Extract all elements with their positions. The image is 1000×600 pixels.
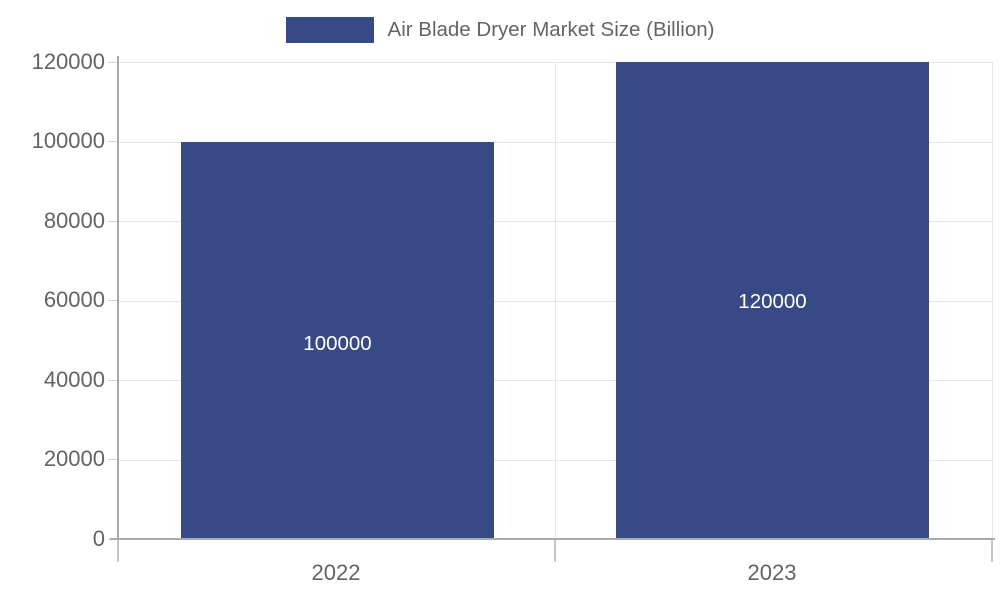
y-tick-mark-100000 [108, 141, 118, 142]
legend-item-label: Air Blade Dryer Market Size (Billion) [387, 17, 715, 41]
y-tick-label-120000: 120000 [31, 49, 105, 74]
x-tick-label-2022: 2022 [311, 560, 361, 585]
chart-legend: Air Blade Dryer Market Size (Billion) [0, 12, 1000, 48]
x-tick-mark-start [117, 540, 119, 562]
x-tick-mark-end [991, 540, 993, 562]
bar-2022[interactable] [181, 142, 494, 539]
y-tick-label-20000: 20000 [43, 446, 105, 471]
plot-area: 100000 120000 [118, 62, 993, 539]
y-tick-mark-120000 [108, 62, 118, 63]
y-tick-label-80000: 80000 [43, 208, 105, 233]
y-tick-label-0: 0 [92, 526, 105, 551]
y-tick-label-100000: 100000 [31, 128, 105, 153]
plot-right-border [992, 62, 993, 539]
y-tick-mark-20000 [108, 459, 118, 460]
y-tick-mark-80000 [108, 221, 118, 222]
x-axis-line [110, 538, 995, 540]
x-tick-label-2023: 2023 [747, 560, 797, 585]
bar-2023[interactable] [616, 62, 929, 539]
bar-value-label-2022: 100000 [303, 331, 372, 355]
y-axis-tick-labels: 120000 100000 80000 60000 40000 20000 0 [0, 0, 105, 600]
y-tick-label-60000: 60000 [43, 287, 105, 312]
legend-color-swatch-icon [285, 17, 374, 43]
y-tick-mark-40000 [108, 380, 118, 381]
legend-item-air-blade-dryer-market-size[interactable]: Air Blade Dryer Market Size (Billion) [285, 17, 715, 43]
gridline-category-divider [555, 62, 556, 539]
y-tick-mark-60000 [108, 300, 118, 301]
x-tick-mark-divider [554, 540, 556, 562]
y-axis-line [117, 56, 119, 545]
bar-value-label-2023: 120000 [738, 289, 807, 313]
y-tick-label-40000: 40000 [43, 367, 105, 392]
